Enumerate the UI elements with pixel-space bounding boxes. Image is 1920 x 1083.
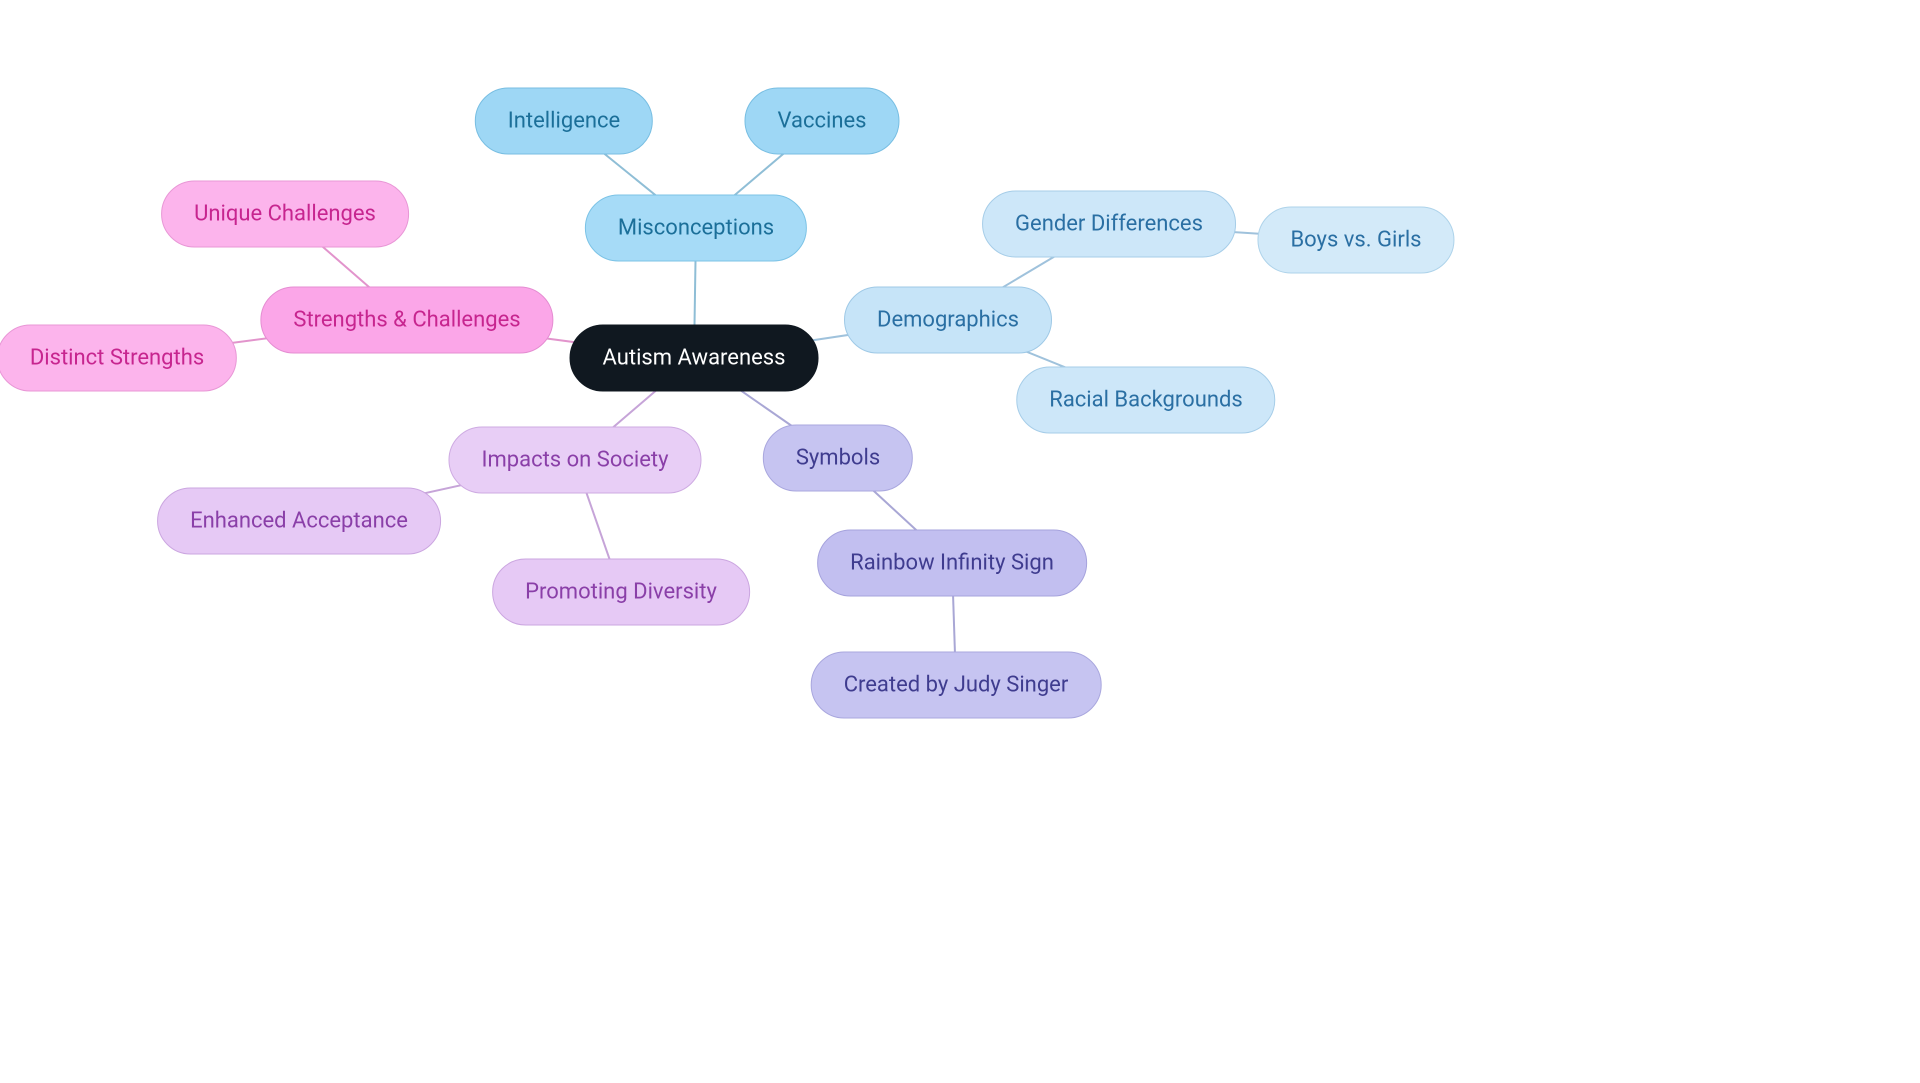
node-racial[interactable]: Racial Backgrounds [1016,367,1275,434]
node-label: Distinct Strengths [30,346,204,371]
node-label: Enhanced Acceptance [190,509,408,534]
node-vaccines[interactable]: Vaccines [744,88,899,155]
node-label: Promoting Diversity [525,580,717,605]
node-label: Gender Differences [1015,212,1203,237]
node-label: Symbols [796,446,880,471]
node-judy[interactable]: Created by Judy Singer [811,652,1102,719]
node-strengths[interactable]: Strengths & Challenges [260,287,553,354]
node-label: Racial Backgrounds [1049,388,1242,413]
node-unique[interactable]: Unique Challenges [161,181,409,248]
node-rainbow[interactable]: Rainbow Infinity Sign [817,530,1087,597]
node-impacts[interactable]: Impacts on Society [448,427,701,494]
node-symbols[interactable]: Symbols [763,425,913,492]
node-label: Rainbow Infinity Sign [850,551,1054,576]
node-label: Strengths & Challenges [293,308,520,333]
node-diversity[interactable]: Promoting Diversity [492,559,750,626]
node-label: Misconceptions [618,216,774,241]
node-acceptance[interactable]: Enhanced Acceptance [157,488,441,555]
node-intelligence[interactable]: Intelligence [475,88,653,155]
node-label: Boys vs. Girls [1290,228,1421,253]
node-label: Autism Awareness [603,346,786,371]
node-label: Intelligence [508,109,620,134]
node-label: Impacts on Society [481,448,668,473]
node-label: Created by Judy Singer [844,673,1069,698]
node-boysgirls[interactable]: Boys vs. Girls [1257,207,1454,274]
node-demographics[interactable]: Demographics [844,287,1052,354]
node-root[interactable]: Autism Awareness [570,325,819,392]
node-label: Unique Challenges [194,202,376,227]
node-label: Demographics [877,308,1019,333]
node-label: Vaccines [777,109,866,134]
mindmap-canvas: Autism Awareness Misconceptions Intelligen… [0,0,1920,1083]
node-misconceptions[interactable]: Misconceptions [585,195,807,262]
node-distinct[interactable]: Distinct Strengths [0,325,237,392]
node-gender[interactable]: Gender Differences [982,191,1236,258]
